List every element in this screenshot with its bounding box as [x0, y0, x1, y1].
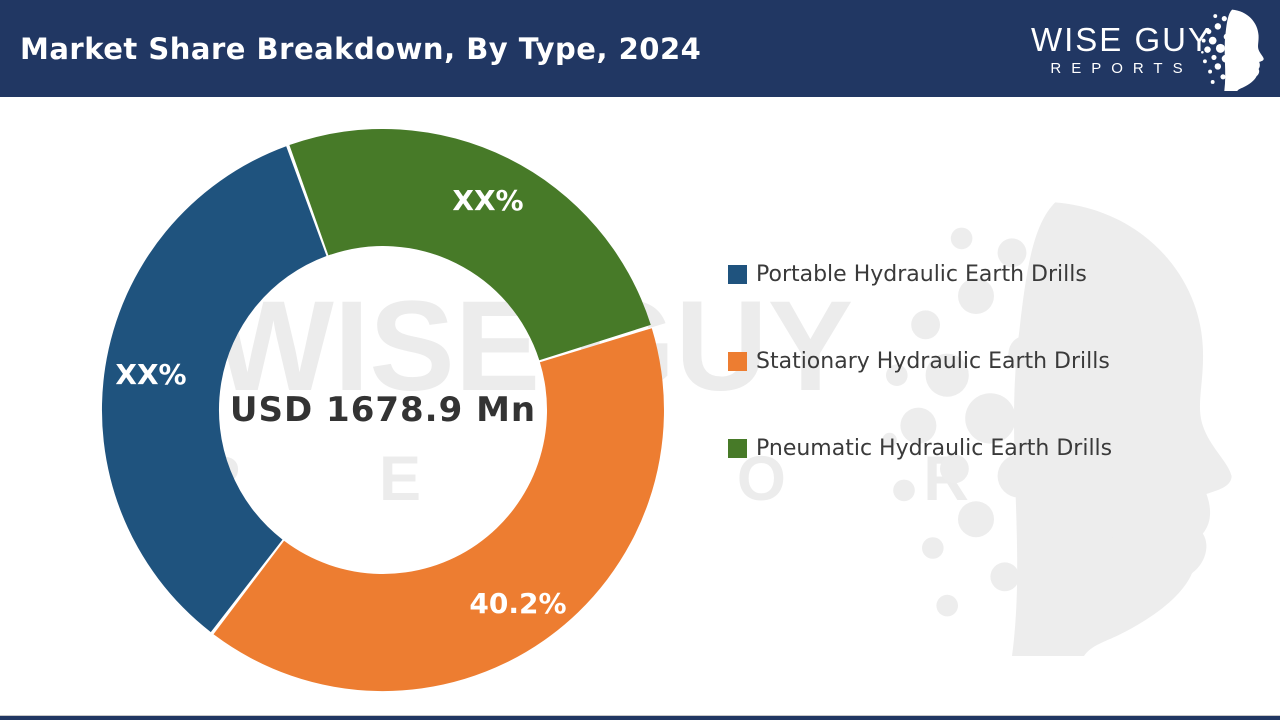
donut-slice-pneumatic-hydraulic-earth-drills [289, 128, 651, 361]
page-title: Market Share Breakdown, By Type, 2024 [20, 31, 702, 66]
donut-slice-portable-hydraulic-earth-drills [101, 146, 327, 633]
legend-label-pneumatic: Pneumatic Hydraulic Earth Drills [756, 435, 1113, 461]
legend-swatch-portable [728, 264, 747, 284]
legend-item: Portable Hydraulic Earth Drills [728, 259, 1112, 289]
logo-subtitle: REPORTS [1050, 60, 1193, 77]
logo-wordmark: WISE GUY [1030, 21, 1212, 58]
legend-label-stationary: Stationary Hydraulic Earth Drills [756, 348, 1110, 374]
logo-text: WISE GUY REPORTS [1031, 21, 1212, 77]
header: Market Share Breakdown, By Type, 2024 WI… [0, 0, 1280, 97]
donut-center-value: USD 1678.9 Mn [229, 390, 537, 430]
legend: Portable Hydraulic Earth Drills Stationa… [728, 259, 1112, 463]
logo: WISE GUY REPORTS [1031, 6, 1270, 92]
legend-swatch-stationary [728, 351, 747, 371]
logo-face-icon [1201, 9, 1264, 91]
slice-value-label: XX% [452, 184, 523, 217]
chart-area: WISE GUY R E P O R T S XX% 40.2% XX% USD 1… [0, 97, 1280, 715]
slice-value-label: XX% [115, 358, 186, 391]
slice-value-label: 40.2% [469, 587, 566, 620]
legend-label-portable: Portable Hydraulic Earth Drills [756, 261, 1087, 287]
donut-chart: XX% 40.2% XX% [101, 128, 664, 692]
footer-strip [0, 715, 1280, 720]
legend-item: Pneumatic Hydraulic Earth Drills [728, 433, 1112, 463]
donut-slice-stationary-hydraulic-earth-drills [213, 328, 664, 692]
legend-item: Stationary Hydraulic Earth Drills [728, 346, 1112, 376]
legend-swatch-pneumatic [728, 438, 747, 458]
